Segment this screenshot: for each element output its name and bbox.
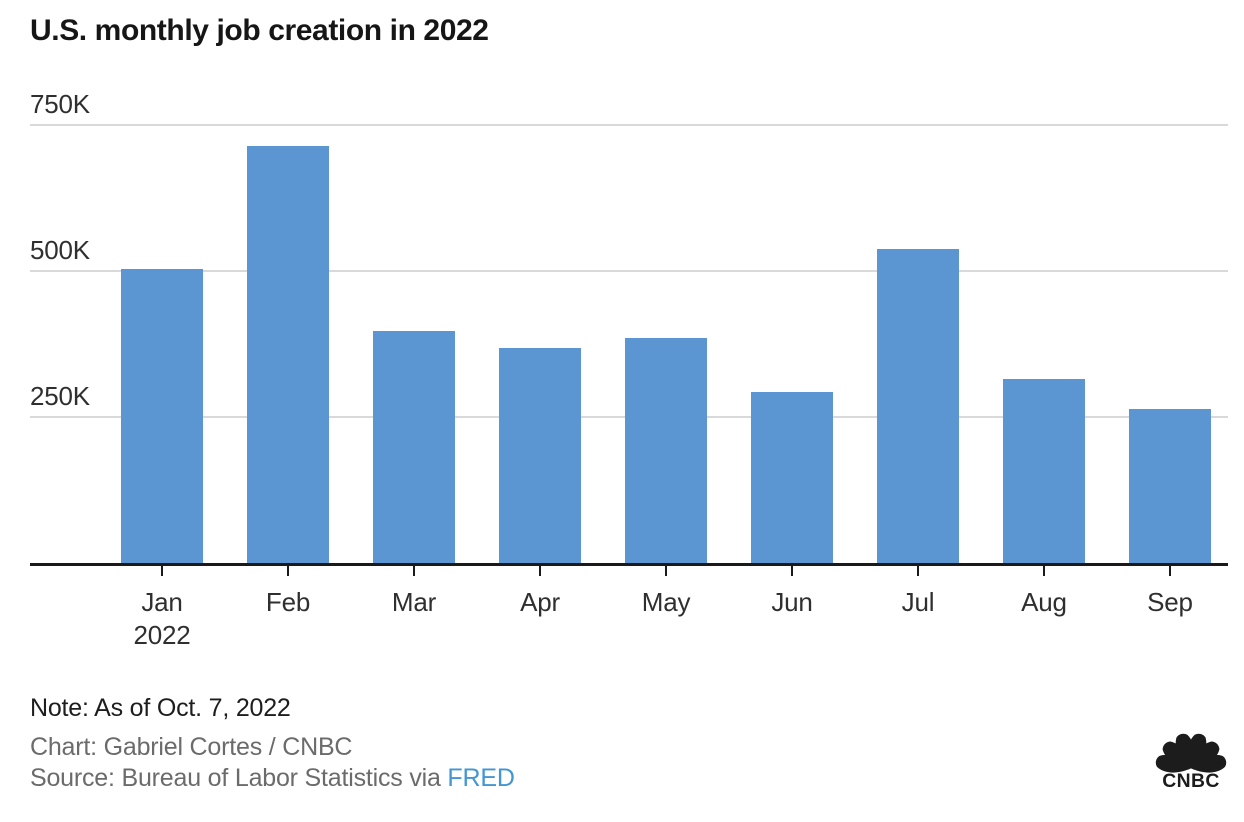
chart-note: Note: As of Oct. 7, 2022 (30, 694, 291, 722)
x-tick (539, 566, 541, 576)
bar (373, 330, 455, 563)
bar (751, 391, 833, 563)
x-tick-label-text: Jun (771, 587, 813, 617)
x-tick-label: Mar (351, 586, 477, 619)
chart-title: U.S. monthly job creation in 2022 (30, 14, 489, 47)
x-tick-label-text: Jan (141, 587, 183, 617)
y-tick-label: 500K (30, 235, 90, 265)
chart-source: Source: Bureau of Labor Statistics via F… (30, 764, 515, 793)
x-tick-label: Apr (477, 586, 603, 619)
bar (625, 337, 707, 563)
x-tick-label-text: Jul (901, 587, 935, 617)
x-tick-label: Jul (855, 586, 981, 619)
x-tick (287, 566, 289, 576)
x-tick-label: Sep (1107, 586, 1233, 619)
x-tick (1169, 566, 1171, 576)
peacock-icon (1155, 733, 1227, 773)
x-tick-label-text: Sep (1147, 587, 1193, 617)
x-tick (161, 566, 163, 576)
y-tick-label: 250K (30, 381, 90, 411)
y-tick-label: 750K (30, 89, 90, 119)
gridline (30, 124, 1228, 126)
cnbc-wordmark: CNBC (1162, 770, 1219, 790)
x-tick-label-text: May (641, 587, 691, 617)
bar (1003, 379, 1085, 563)
x-tick-label: Feb (225, 586, 351, 619)
x-tick-label: Jun (729, 586, 855, 619)
gridline (30, 270, 1228, 272)
x-tick-label-text: Aug (1021, 587, 1067, 617)
x-tick-label-text: Feb (265, 587, 311, 617)
x-tick-label-text: Apr (520, 587, 560, 617)
bar (247, 146, 329, 563)
x-tick (665, 566, 667, 576)
bar (499, 348, 581, 563)
x-axis-baseline (30, 563, 1228, 566)
x-tick-sublabel-text: 2022 (133, 620, 191, 650)
bar (121, 268, 203, 563)
x-tick (917, 566, 919, 576)
x-tick-label: Jan 2022 (99, 586, 225, 652)
x-tick-label: Aug (981, 586, 1107, 619)
chart-credit: Chart: Gabriel Cortes / CNBC (30, 733, 353, 761)
fred-link[interactable]: FRED (447, 764, 515, 792)
x-tick-label: May (603, 586, 729, 619)
x-tick (1043, 566, 1045, 576)
x-tick-label-text: Mar (391, 587, 437, 617)
source-text: Source: Bureau of Labor Statistics via (30, 764, 448, 792)
x-tick (413, 566, 415, 576)
bar (877, 249, 959, 563)
cnbc-logo: CNBC (1155, 733, 1227, 790)
x-tick (791, 566, 793, 576)
bar (1129, 409, 1211, 563)
